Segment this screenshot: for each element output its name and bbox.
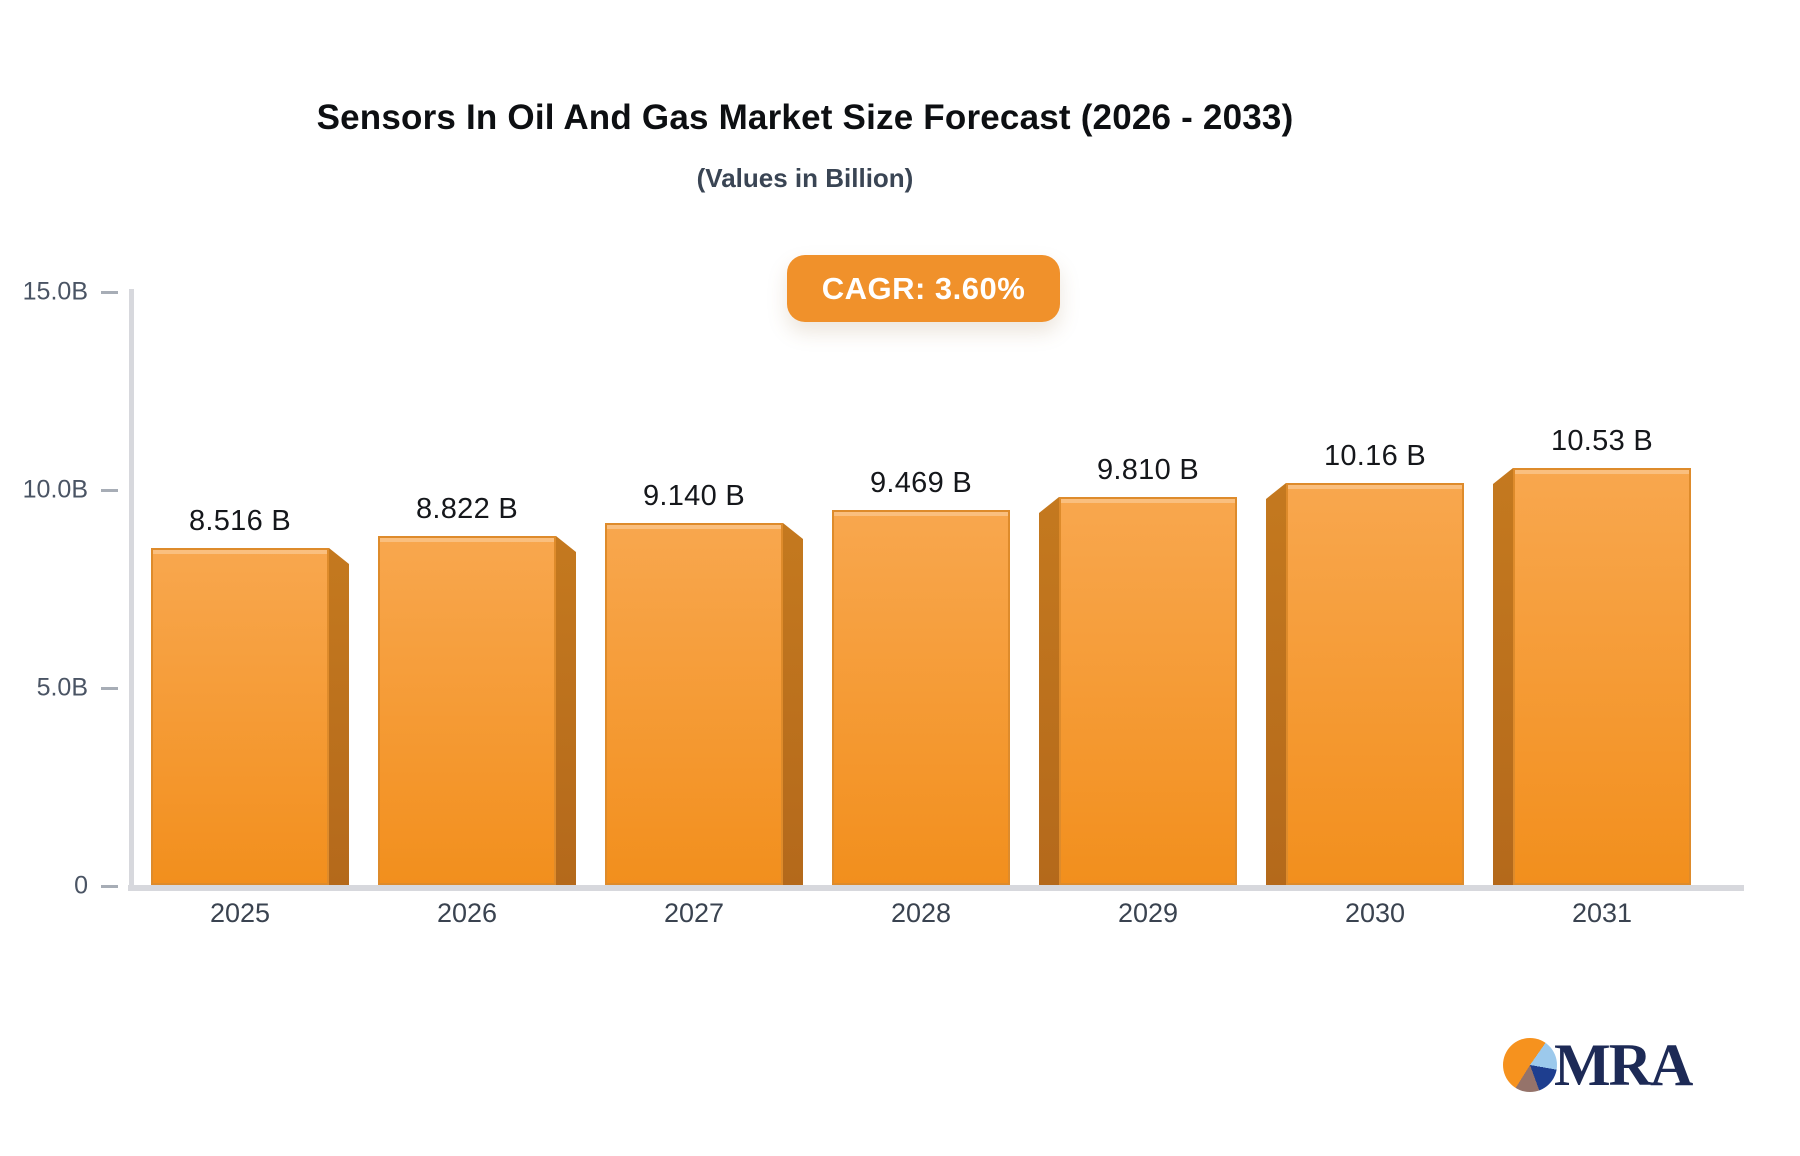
logo-text: MRA [1554,1032,1693,1098]
bar-2027-3d-side [783,523,803,885]
bar-2025 [151,548,329,885]
bar-2031-3d-side [1493,468,1513,885]
bar-2026-3d-side [556,536,576,885]
x-axis-label-2028: 2028 [890,898,952,928]
bar-2031 [1513,468,1691,885]
x-axis-line [128,885,1744,891]
bar-value-label-2029: 9.810 B [1096,454,1200,486]
bar-2028 [832,510,1010,885]
x-axis-label-2031: 2031 [1571,898,1633,928]
y-axis-tick [101,489,118,492]
chart-subtitle: (Values in Billion) [696,163,914,193]
y-axis-tick [101,291,118,294]
bar-value-label-2026: 8.822 B [415,493,519,525]
cagr-badge: CAGR: 3.60% [787,255,1060,322]
y-axis-tick [101,885,118,888]
x-axis-label-2027: 2027 [663,898,725,928]
y-axis-label-5.0B: 5.0B [36,673,88,702]
bar-2030 [1286,483,1464,885]
bar-value-label-2025: 8.516 B [188,505,292,537]
y-axis-label-15.0B: 15.0B [22,277,88,306]
x-axis-label-2026: 2026 [436,898,498,928]
y-axis-line [129,289,134,887]
x-axis-label-2029: 2029 [1117,898,1179,928]
bar-value-label-2031: 10.53 B [1550,425,1654,457]
cagr-badge-label: CAGR: 3.60% [821,270,1026,306]
bar-2027 [605,523,783,885]
bar-2030-3d-side [1266,483,1286,885]
chart-title: Sensors In Oil And Gas Market Size Forec… [316,98,1294,137]
bar-2029-3d-side [1039,497,1059,885]
brand-logo: MRA [1503,1032,1693,1098]
y-axis-tick [101,687,118,690]
x-axis-label-2025: 2025 [209,898,271,928]
bar-value-label-2027: 9.140 B [642,480,746,512]
y-axis-label-0: 0 [74,871,88,900]
bar-2026 [378,536,556,885]
bar-2025-3d-side [329,548,349,885]
x-axis-label-2030: 2030 [1344,898,1406,928]
bar-value-label-2028: 9.469 B [869,467,973,499]
bar-2029 [1059,497,1237,885]
bar-value-label-2030: 10.16 B [1323,440,1427,472]
pie-chart-icon [1503,1038,1557,1092]
y-axis-label-10.0B: 10.0B [22,475,88,504]
